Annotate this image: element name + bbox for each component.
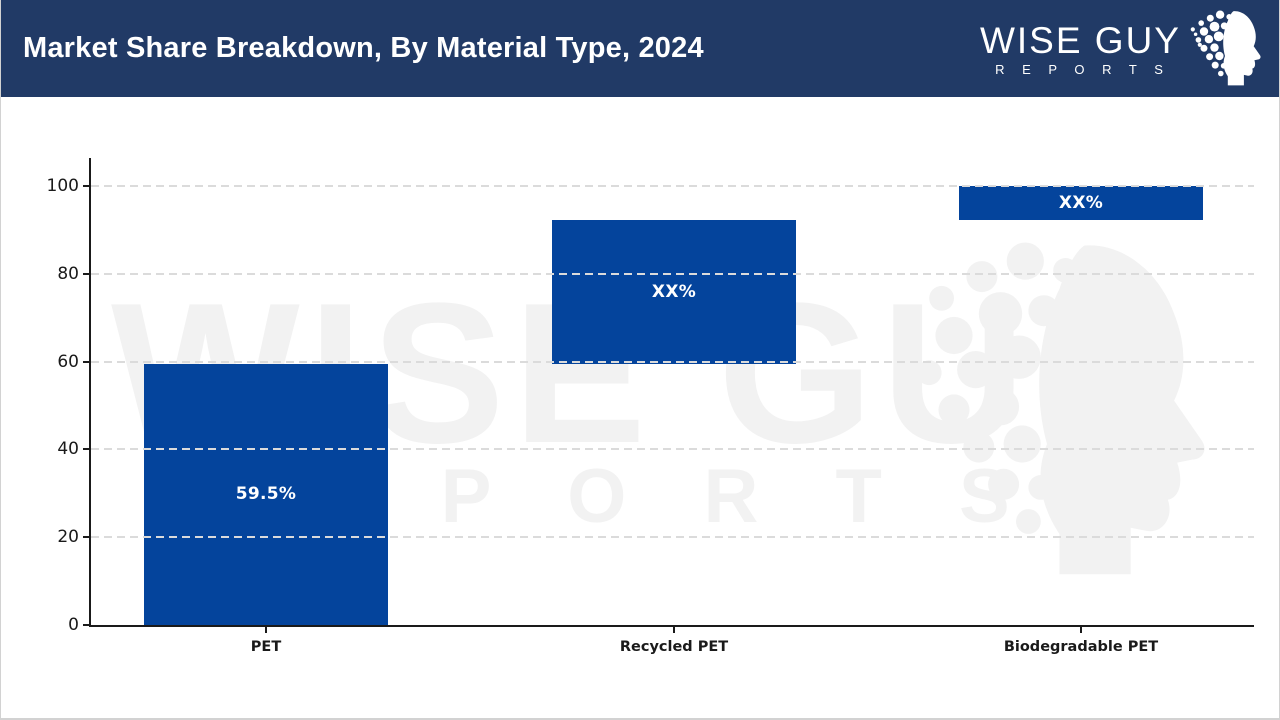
gridline-100: [91, 185, 1254, 187]
bar-recycled-pet: XX%: [552, 219, 796, 364]
bar-value-label: XX%: [1058, 192, 1104, 213]
gridline-20: [91, 536, 1254, 539]
x-category-label-biodegradable-pet: Biodegradable PET: [1003, 639, 1159, 655]
y-tick-mark: [83, 272, 91, 275]
y-tick-label: 100: [46, 176, 79, 196]
gridline-80: [91, 272, 1254, 275]
y-tick-label: 80: [57, 263, 79, 284]
y-tick-mark: [83, 360, 91, 363]
y-tick-label: 60: [57, 351, 79, 372]
y-tick-mark: [83, 185, 91, 187]
x-tick-mark: [673, 625, 675, 633]
y-tick-mark: [83, 536, 91, 539]
bar-pet: 59.5%: [144, 363, 388, 625]
dotted-head-icon: [1190, 10, 1261, 85]
chart-canvas: WISE GUY R E P O R T S 0 20 40 60 80 100 59.5%…: [1, 97, 1279, 718]
y-tick-mark: [83, 448, 91, 451]
x-category-label-pet: PET: [250, 639, 282, 655]
logo-subtitle: R E P O R T S: [995, 61, 1170, 77]
y-tick-mark: [83, 624, 91, 626]
bar-value-label: 59.5%: [235, 484, 297, 505]
plot-area: 0 20 40 60 80 100 59.5% XX% XX% PET Recycled PET Bi…: [47, 158, 1254, 655]
gridline-40: [91, 448, 1254, 451]
y-tick-label: 0: [68, 615, 79, 635]
page-title: Market Share Breakdown, By Material Type…: [23, 32, 704, 64]
bar-value-label: XX%: [651, 281, 697, 302]
logo-wordmark: WISE GUY: [979, 19, 1181, 61]
header-bar: Market Share Breakdown, By Material Type…: [1, 0, 1279, 97]
gridline-60: [91, 360, 1254, 363]
x-tick-mark: [265, 625, 267, 633]
x-category-label-recycled-pet: Recycled PET: [619, 639, 729, 655]
bar-biodegradable-pet: XX%: [959, 186, 1203, 220]
x-tick-mark: [1080, 625, 1082, 633]
y-tick-label: 40: [57, 439, 79, 460]
y-tick-label: 20: [57, 527, 79, 548]
wise-guy-reports-logo: WISE GUY R E P O R T S: [979, 7, 1279, 91]
